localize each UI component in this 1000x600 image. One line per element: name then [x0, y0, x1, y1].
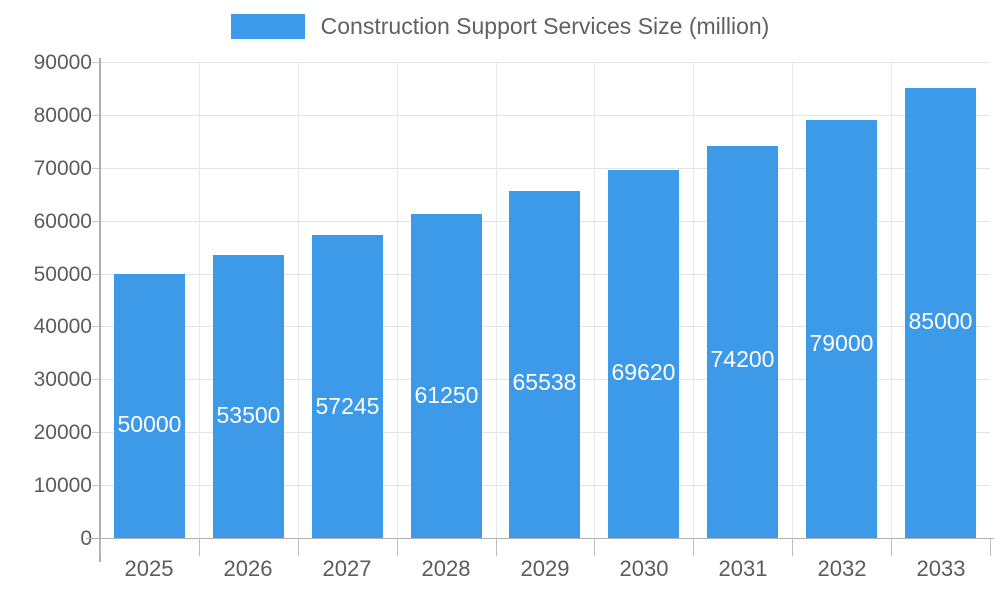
gridline-horizontal: [100, 168, 990, 169]
bar-2033[interactable]: [905, 88, 976, 538]
y-axis-line: [99, 58, 101, 562]
bar-2026[interactable]: [213, 255, 284, 538]
x-axis-tick-label-2027: 2027: [322, 556, 372, 581]
bar-2025[interactable]: [114, 274, 185, 538]
y-axis-tick-label: 70000: [33, 157, 92, 180]
y-axis-tick-mark: [92, 379, 100, 380]
y-axis-tick-mark: [92, 326, 100, 327]
y-axis-tick-label: 10000: [33, 474, 92, 497]
y-axis-tick-mark: [92, 168, 100, 169]
x-axis-tick-label-2030: 2030: [619, 556, 669, 581]
y-axis-tick-label: 50000: [33, 263, 92, 286]
x-axis-tick-label-2026: 2026: [223, 556, 273, 581]
x-axis-tick-mark: [594, 538, 595, 556]
y-axis-tick-mark: [92, 115, 100, 116]
legend-label: Construction Support Services Size (mill…: [320, 12, 770, 39]
y-axis-tick-label: 40000: [33, 315, 92, 338]
x-axis-tick-mark: [199, 538, 200, 556]
x-axis-tick-mark: [298, 538, 299, 556]
gridline-vertical: [298, 62, 299, 538]
y-axis-tick-label: 60000: [33, 210, 92, 233]
bar-2027[interactable]: [312, 235, 383, 538]
x-axis-tick-label-2025: 2025: [124, 556, 174, 581]
bar-2028[interactable]: [411, 214, 482, 538]
y-axis-tick-mark: [92, 274, 100, 275]
y-axis-tick-mark: [92, 432, 100, 433]
x-axis-tick-label-2029: 2029: [520, 556, 570, 581]
gridline-vertical: [199, 62, 200, 538]
bar-2030[interactable]: [608, 170, 679, 538]
x-axis-tick-label-2032: 2032: [817, 556, 867, 581]
gridline-vertical: [594, 62, 595, 538]
plot-area: 50000 53500 57245 61250 65538 69620 74200 79000…: [100, 62, 990, 539]
x-axis-tick-label-2033: 2033: [916, 556, 966, 581]
x-axis-tick-label-2028: 2028: [421, 556, 471, 581]
gridline-vertical: [792, 62, 793, 538]
x-axis-tick-label-2031: 2031: [718, 556, 768, 581]
x-axis-tick-mark: [990, 538, 991, 556]
gridline-vertical: [397, 62, 398, 538]
bar-2029[interactable]: [509, 191, 580, 538]
y-axis-tick-label: 20000: [33, 421, 92, 444]
gridline-vertical: [496, 62, 497, 538]
y-axis-tick-label: 80000: [33, 104, 92, 127]
gridline-horizontal: [100, 115, 990, 116]
x-axis-tick-mark: [397, 538, 398, 556]
bar-2031[interactable]: [707, 146, 778, 538]
y-axis-tick-mark: [92, 62, 100, 63]
bar-2032[interactable]: [806, 120, 877, 538]
x-axis-tick-mark: [891, 538, 892, 556]
y-axis-tick-label: 90000: [33, 51, 92, 74]
legend-color-swatch: [230, 13, 305, 39]
gridline-vertical: [891, 62, 892, 538]
chart-legend: Construction Support Services Size (mill…: [0, 0, 1000, 52]
y-axis-tick-label: 0: [0, 528, 92, 549]
x-axis-line: [86, 538, 994, 539]
x-axis-tick-mark: [100, 538, 101, 556]
x-axis-tick-mark: [792, 538, 793, 556]
gridline-vertical: [693, 62, 694, 538]
y-axis-tick-mark: [92, 221, 100, 222]
x-axis-tick-mark: [496, 538, 497, 556]
y-axis-tick-label: 30000: [33, 368, 92, 391]
x-axis-tick-mark: [693, 538, 694, 556]
gridline-horizontal: [100, 62, 990, 63]
y-axis-tick-mark: [92, 485, 100, 486]
